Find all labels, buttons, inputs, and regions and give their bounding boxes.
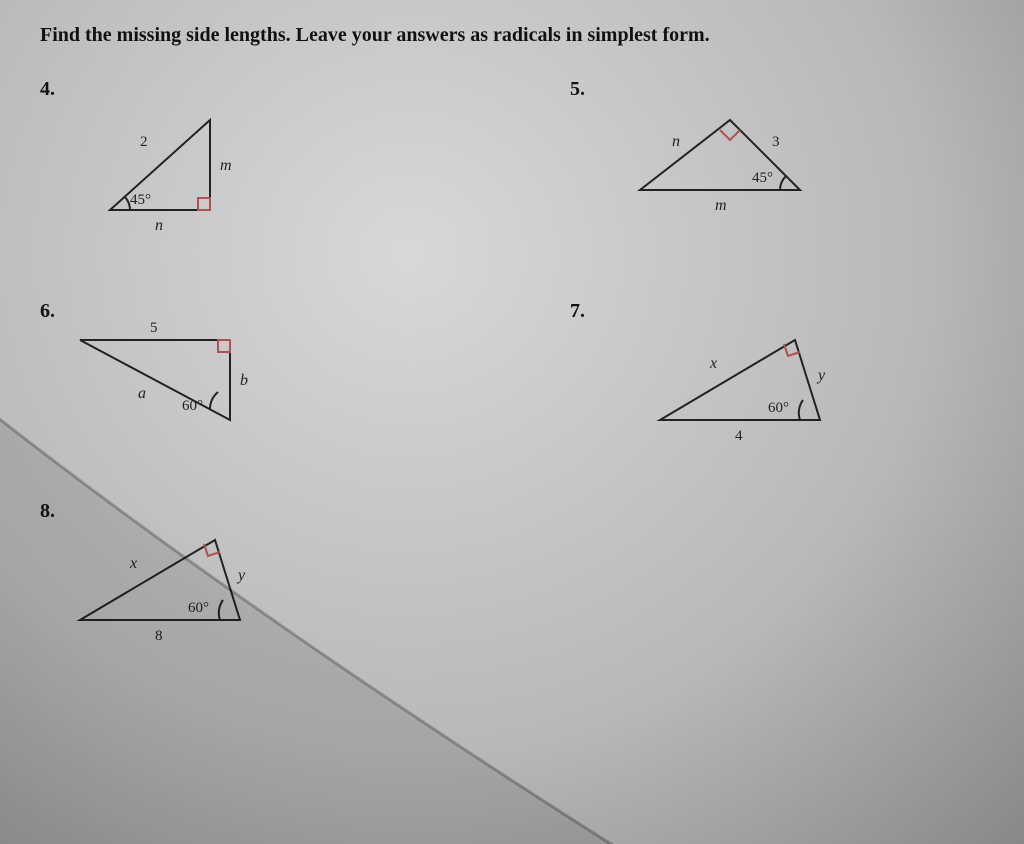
triangle-4: 45° 2 m n <box>90 90 260 250</box>
side-6-top: 5 <box>150 320 158 336</box>
problem-4-number: 4. <box>40 78 55 101</box>
side-5-3: 3 <box>772 134 780 150</box>
angle-7: 60° <box>768 400 789 416</box>
side-4-n: n <box>155 217 163 234</box>
side-7-y: y <box>816 367 826 384</box>
side-5-m: m <box>715 197 727 214</box>
problem-8-number: 8. <box>40 500 55 523</box>
triangle-8: 60° x y 8 <box>60 510 280 650</box>
problem-5-number: 5. <box>570 78 585 101</box>
angle-8: 60° <box>188 600 209 616</box>
side-8-y: y <box>236 567 246 584</box>
problem-6-number: 6. <box>40 300 55 323</box>
side-8-base: 8 <box>155 628 163 644</box>
triangle-7: 60° x y 4 <box>640 310 860 450</box>
angle-5: 45° <box>752 170 773 186</box>
page-title: Find the missing side lengths. Leave you… <box>40 24 710 47</box>
triangle-6: 60° 5 a b <box>60 310 280 450</box>
side-4-m: m <box>220 157 232 174</box>
side-6-a: a <box>138 385 146 402</box>
side-8-x: x <box>129 555 137 572</box>
angle-6: 60° <box>182 398 203 414</box>
problem-7-number: 7. <box>570 300 585 323</box>
side-7-x: x <box>709 355 717 372</box>
worksheet-page: Find the missing side lengths. Leave you… <box>0 0 1024 844</box>
triangle-5: 45° n 3 m <box>620 90 840 230</box>
angle-4: 45° <box>130 192 151 208</box>
side-4-hyp: 2 <box>140 134 148 150</box>
side-5-n: n <box>672 133 680 150</box>
side-6-b: b <box>240 372 248 389</box>
side-7-base: 4 <box>735 428 743 444</box>
